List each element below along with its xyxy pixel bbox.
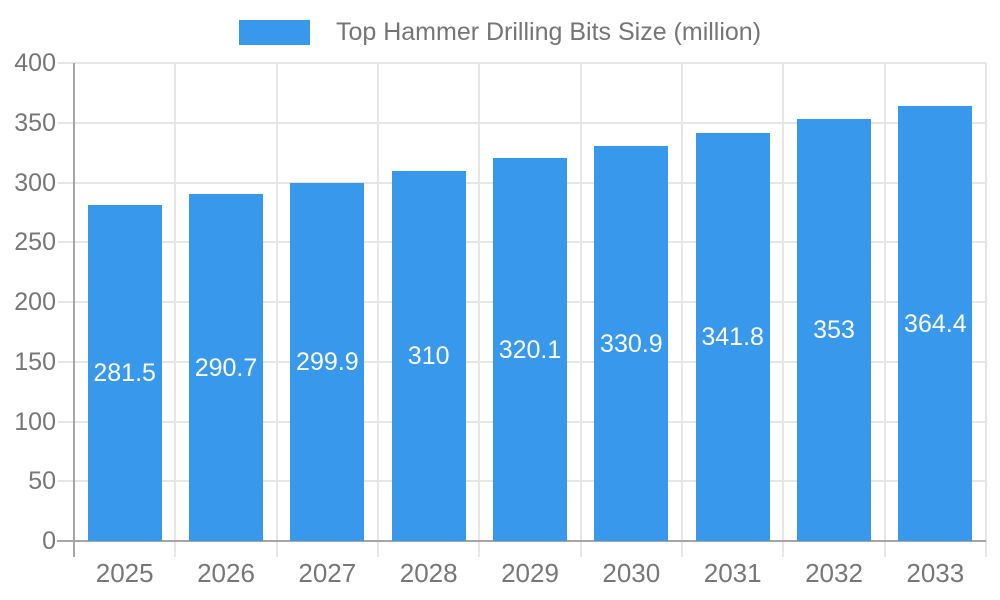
- bar-value-label: 310: [407, 342, 450, 370]
- x-axis-line: [57, 540, 986, 542]
- x-gridline: [478, 63, 481, 557]
- x-gridline: [782, 63, 785, 557]
- bar-value-label: 364.4: [904, 309, 967, 338]
- y-gridline: [58, 121, 986, 124]
- y-axis-tick-label: 0: [42, 527, 56, 555]
- x-axis-tick-label: 2029: [501, 558, 559, 588]
- bar[interactable]: 353: [797, 119, 871, 541]
- y-axis-tick-label: 250: [14, 228, 56, 257]
- legend-swatch: [238, 20, 310, 45]
- bar[interactable]: 281.5: [87, 205, 162, 541]
- bar[interactable]: 364.4: [898, 106, 973, 541]
- y-axis-tick-label: 350: [14, 108, 56, 137]
- x-axis-tick-label: 2027: [298, 558, 357, 588]
- y-axis-tick-label: 100: [14, 407, 56, 436]
- bar-value-label: 330.9: [600, 329, 663, 358]
- x-gridline: [883, 63, 886, 557]
- x-gridline: [985, 63, 987, 557]
- x-axis-tick-label: 2031: [703, 558, 762, 588]
- x-axis-tick-label: 2025: [95, 558, 154, 588]
- bar-value-label: 341.8: [701, 323, 764, 351]
- x-axis-tick-label: 2028: [399, 558, 458, 588]
- bar[interactable]: 330.9: [594, 146, 669, 541]
- y-axis-tick-label: 150: [14, 347, 56, 376]
- x-axis-tick-label: 2032: [805, 558, 863, 588]
- bar-value-label: 320.1: [498, 335, 562, 364]
- y-axis-tick-label: 300: [14, 168, 56, 197]
- legend-label: Top Hammer Drilling Bits Size (million): [335, 18, 762, 46]
- y-gridline: [58, 62, 986, 64]
- x-gridline: [275, 63, 278, 557]
- bar[interactable]: 310: [391, 171, 466, 541]
- bar-value-label: 353: [813, 316, 855, 344]
- x-axis-tick-label: 2030: [602, 558, 661, 588]
- x-axis-tick-label: 2026: [197, 558, 255, 588]
- bar-value-label: 299.9: [296, 348, 359, 376]
- chart-legend[interactable]: Top Hammer Drilling Bits Size (million): [0, 20, 1000, 45]
- bar[interactable]: 320.1: [493, 158, 567, 541]
- bar-value-label: 290.7: [194, 353, 258, 382]
- x-gridline: [579, 63, 582, 557]
- x-gridline: [174, 63, 177, 557]
- y-axis-tick-label: 200: [14, 288, 56, 316]
- x-axis-tick-label: 2033: [906, 558, 965, 588]
- y-axis-line: [73, 63, 75, 557]
- x-gridline: [377, 63, 379, 557]
- y-axis-tick-label: 400: [14, 49, 56, 77]
- x-gridline: [681, 63, 683, 557]
- bar[interactable]: 341.8: [695, 133, 770, 541]
- y-axis-tick-label: 50: [28, 467, 56, 496]
- bar[interactable]: 299.9: [290, 183, 365, 541]
- bar-value-label: 281.5: [93, 359, 156, 387]
- bar[interactable]: 290.7: [189, 194, 263, 541]
